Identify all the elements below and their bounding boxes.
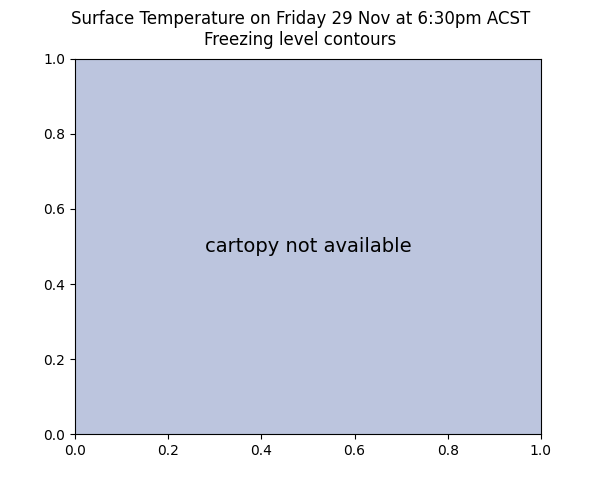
Text: cartopy not available: cartopy not available xyxy=(205,237,411,256)
Text: Surface Temperature on Friday 29 Nov at 6:30pm ACST
Freezing level contours: Surface Temperature on Friday 29 Nov at … xyxy=(71,10,530,49)
